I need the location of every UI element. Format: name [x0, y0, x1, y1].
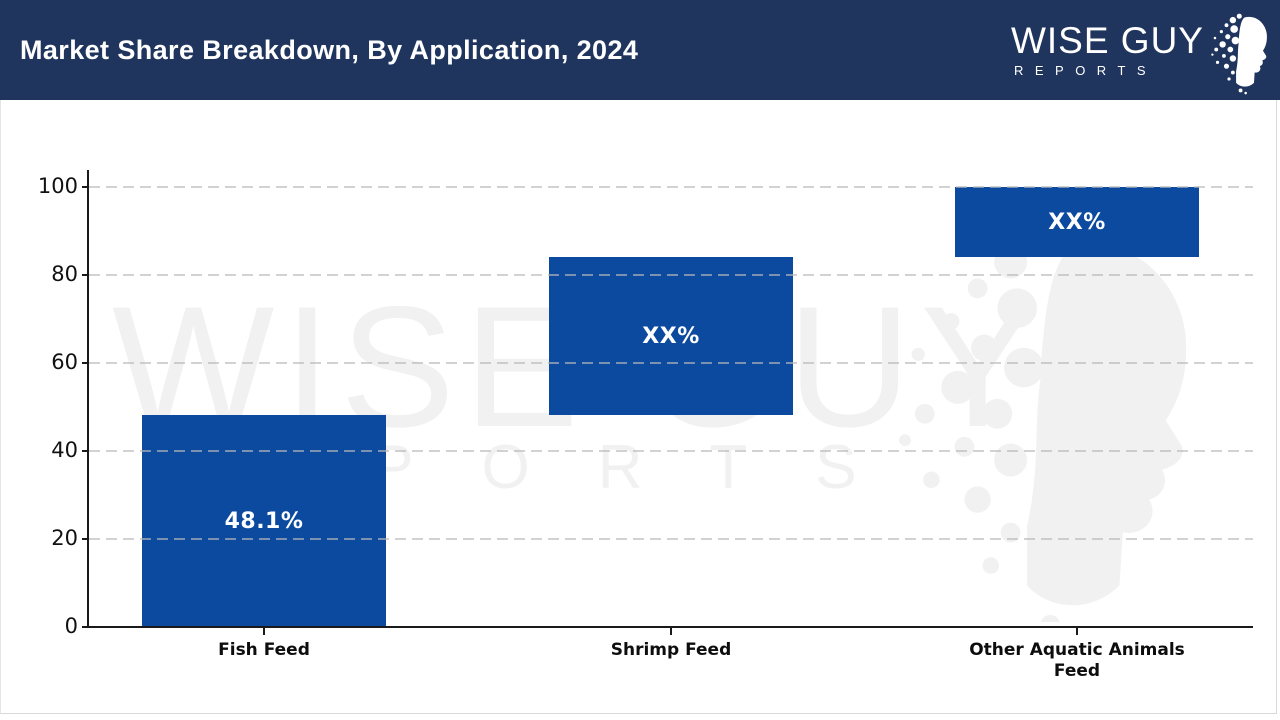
y-axis-tick [82, 186, 88, 188]
x-axis-category-label: Fish Feed [218, 640, 310, 660]
logo-text: WISE GUY REPORTS [1010, 20, 1204, 79]
y-axis-line [87, 170, 89, 628]
x-axis-tick [263, 628, 265, 635]
y-gridline [89, 274, 1253, 276]
y-axis-label: 100 [37, 174, 78, 198]
y-axis-tick [82, 538, 88, 540]
logo-wordmark: WISE GUY [1010, 20, 1204, 61]
logo-subtext: REPORTS [1013, 63, 1158, 78]
bar-segment: XX% [955, 187, 1199, 258]
page-title: Market Share Breakdown, By Application, … [20, 34, 639, 65]
chart-area: 0 20 40 60 80 100 48.1% XX% XX% Fish Feed Shrimp F… [0, 100, 1280, 720]
bar-segment: 48.1% [142, 415, 386, 627]
x-axis-category-label: Other Aquatic Animals Feed [969, 640, 1185, 682]
x-axis-line [82, 626, 1253, 628]
y-gridline [89, 362, 1253, 364]
x-axis-tick [1076, 628, 1078, 635]
y-gridline [89, 538, 1253, 540]
bar-value-label: XX% [642, 323, 700, 349]
bar-value-label: 48.1% [224, 508, 304, 534]
y-axis-label: 80 [51, 262, 78, 286]
y-axis-tick [82, 274, 88, 276]
y-axis-label: 60 [51, 350, 78, 374]
x-axis-category-label: Shrimp Feed [610, 640, 732, 660]
logo-face-icon [1211, 13, 1267, 95]
y-axis-label: 20 [51, 526, 78, 550]
y-axis-tick [82, 450, 88, 452]
y-axis-label: 40 [51, 438, 78, 462]
header-banner: Market Share Breakdown, By Application, … [0, 0, 1280, 100]
x-axis-tick [670, 628, 672, 635]
y-gridline [89, 450, 1253, 452]
y-gridline [89, 186, 1253, 188]
y-axis-label: 0 [64, 614, 78, 638]
wiseguy-logo: WISE GUY REPORTS [1011, 6, 1272, 96]
y-axis-tick [82, 362, 88, 364]
bar-value-label: XX% [1048, 209, 1106, 235]
bar-segment: XX% [549, 257, 793, 416]
